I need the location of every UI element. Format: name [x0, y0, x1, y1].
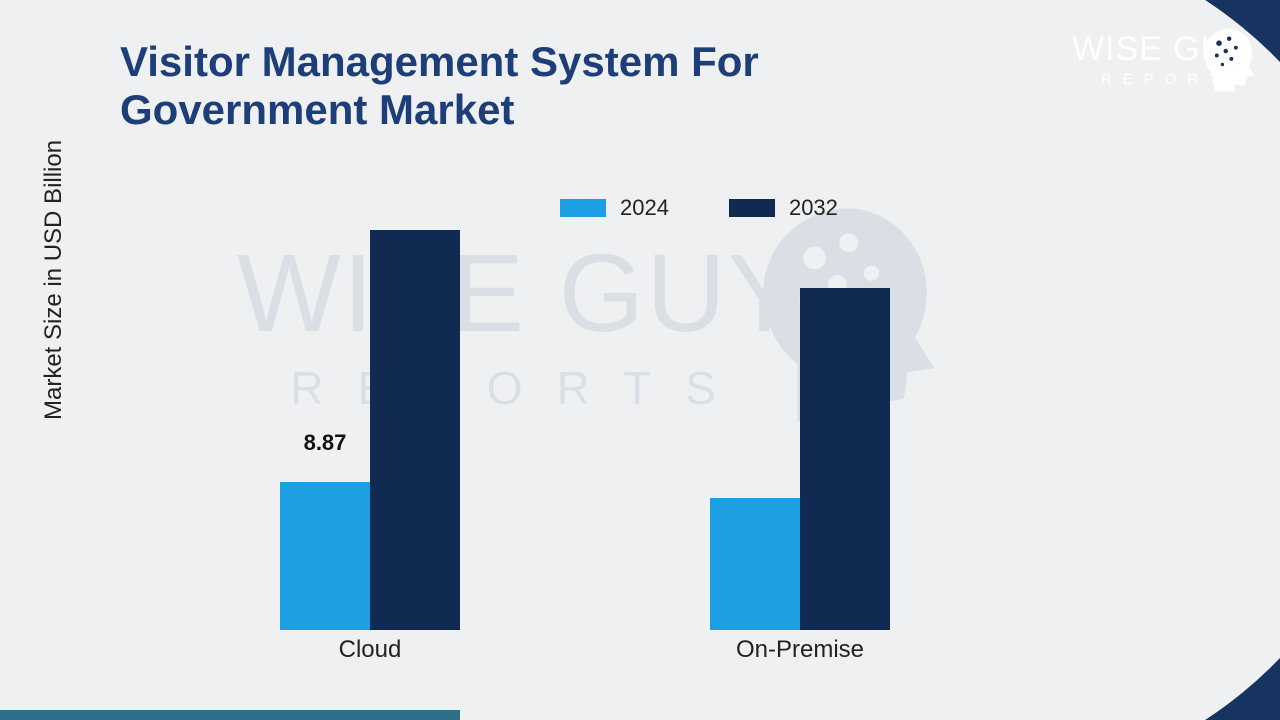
chart-title: Visitor Management System For Government…	[120, 38, 880, 135]
bar	[800, 288, 890, 630]
chart-canvas: WISE GUY REPORTS Visitor Management Syst…	[0, 0, 1280, 720]
x-axis-label: On-Premise	[736, 636, 864, 664]
brand-logo: WISE GUY REPORTS	[1072, 30, 1250, 88]
legend-item-2024: 2024	[560, 195, 669, 221]
right-band	[970, 0, 1280, 720]
bottom-accent-bar	[0, 710, 460, 720]
legend-label-2032: 2032	[789, 195, 838, 221]
legend: 2024 2032	[560, 195, 838, 221]
x-axis-label: Cloud	[339, 636, 402, 664]
bar	[710, 498, 800, 630]
y-axis-label: Market Size in USD Billion	[40, 140, 68, 420]
plot-area: 8.87Cloud On-Premise	[110, 230, 940, 630]
bar	[280, 482, 370, 630]
bar-value-label: 8.87	[304, 430, 347, 456]
bar-group: On-Premise	[710, 288, 890, 630]
brand-head-icon	[1200, 26, 1256, 94]
legend-item-2032: 2032	[729, 195, 838, 221]
bar	[370, 230, 460, 630]
bar-group: 8.87Cloud	[280, 230, 460, 630]
legend-swatch-2024	[560, 199, 606, 217]
legend-swatch-2032	[729, 199, 775, 217]
legend-label-2024: 2024	[620, 195, 669, 221]
